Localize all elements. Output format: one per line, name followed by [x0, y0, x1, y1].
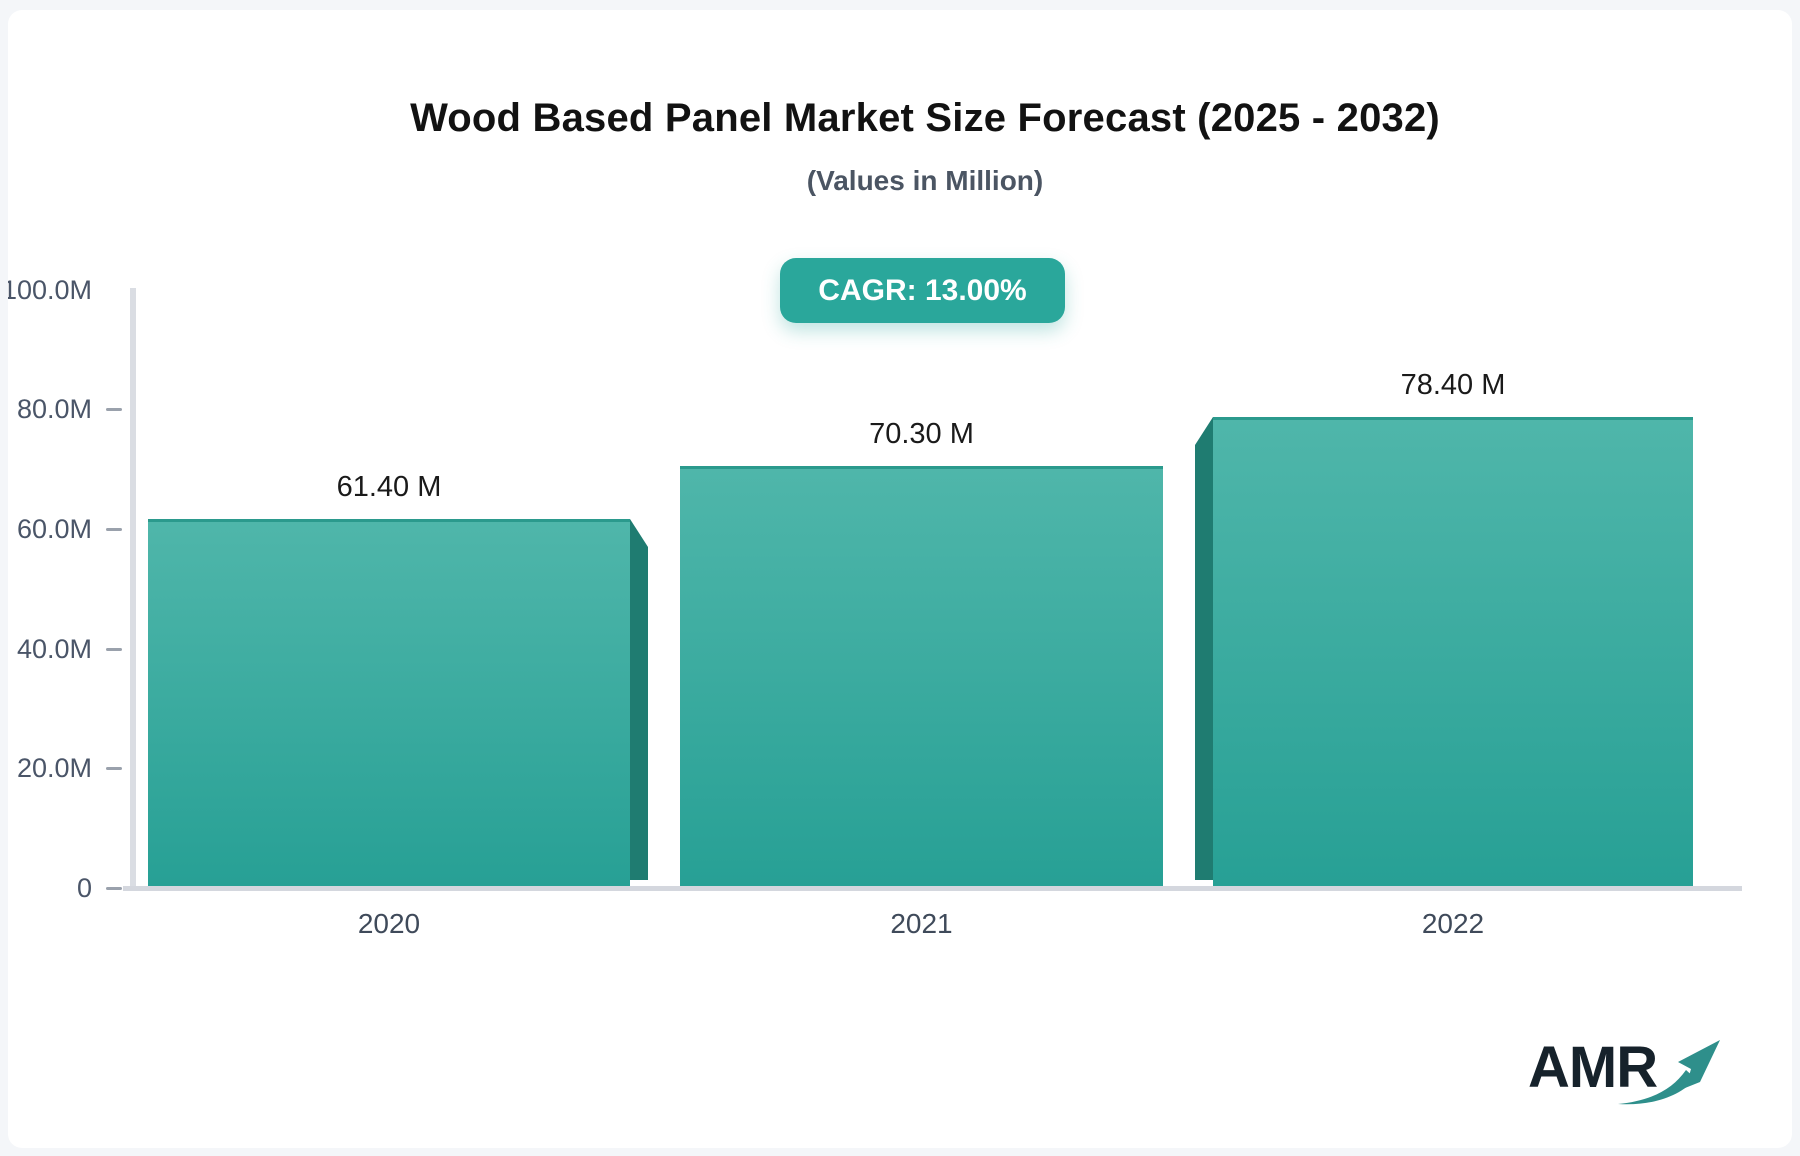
bar-2020[interactable] [148, 519, 630, 886]
x-axis-label-2020: 2020 [357, 908, 421, 939]
y-tick-0: 0 [8, 871, 130, 905]
bar-3d-side-2022 [1195, 417, 1213, 880]
y-tick-label: 0 [76, 873, 92, 903]
amr-logo-arrow-icon [1618, 1040, 1720, 1105]
cagr-badge: CAGR: 13.00% [780, 258, 1065, 323]
y-tick-100: 100.0M [8, 273, 130, 307]
chart-stage: Wood Based Panel Market Size Forecast (2… [8, 10, 1792, 1148]
chart-title: Wood Based Panel Market Size Forecast (2… [410, 96, 1440, 140]
tick-dash [106, 887, 122, 890]
tick-dash [106, 767, 122, 770]
bar-value-label-2020: 61.40 M [336, 471, 442, 503]
bar-3d-side-2020 [630, 519, 648, 880]
tick-dash [106, 648, 122, 651]
tick-dash [106, 528, 122, 531]
chart-subtitle: (Values in Million) [806, 165, 1044, 196]
y-tick-label: 60.0M [16, 514, 92, 544]
x-axis-line [123, 886, 1742, 891]
y-tick-40: 40.0M [8, 632, 130, 666]
bar-2021[interactable] [680, 466, 1163, 886]
y-tick-label: 40.0M [16, 634, 92, 664]
bar-value-label-2021: 70.30 M [869, 418, 974, 450]
amr-logo-text: AMR [1528, 1035, 1658, 1100]
x-axis-label-2022: 2022 [1421, 908, 1485, 939]
y-tick-label: 20.0M [16, 753, 92, 783]
bar-2022[interactable] [1213, 417, 1693, 886]
chart-card: Wood Based Panel Market Size Forecast (2… [8, 10, 1792, 1148]
amr-logo: AMR [1528, 1032, 1720, 1110]
y-tick-label: 80.0M [16, 394, 92, 424]
y-tick-60: 60.0M [8, 512, 130, 546]
y-tick-label: 100.0M [8, 275, 92, 305]
y-tick-20: 20.0M [8, 751, 130, 785]
x-axis-label-2021: 2021 [890, 908, 953, 939]
y-axis-line [130, 288, 136, 890]
y-tick-80: 80.0M [8, 392, 130, 426]
tick-dash [106, 408, 122, 411]
bar-value-label-2022: 78.40 M [1400, 369, 1506, 401]
